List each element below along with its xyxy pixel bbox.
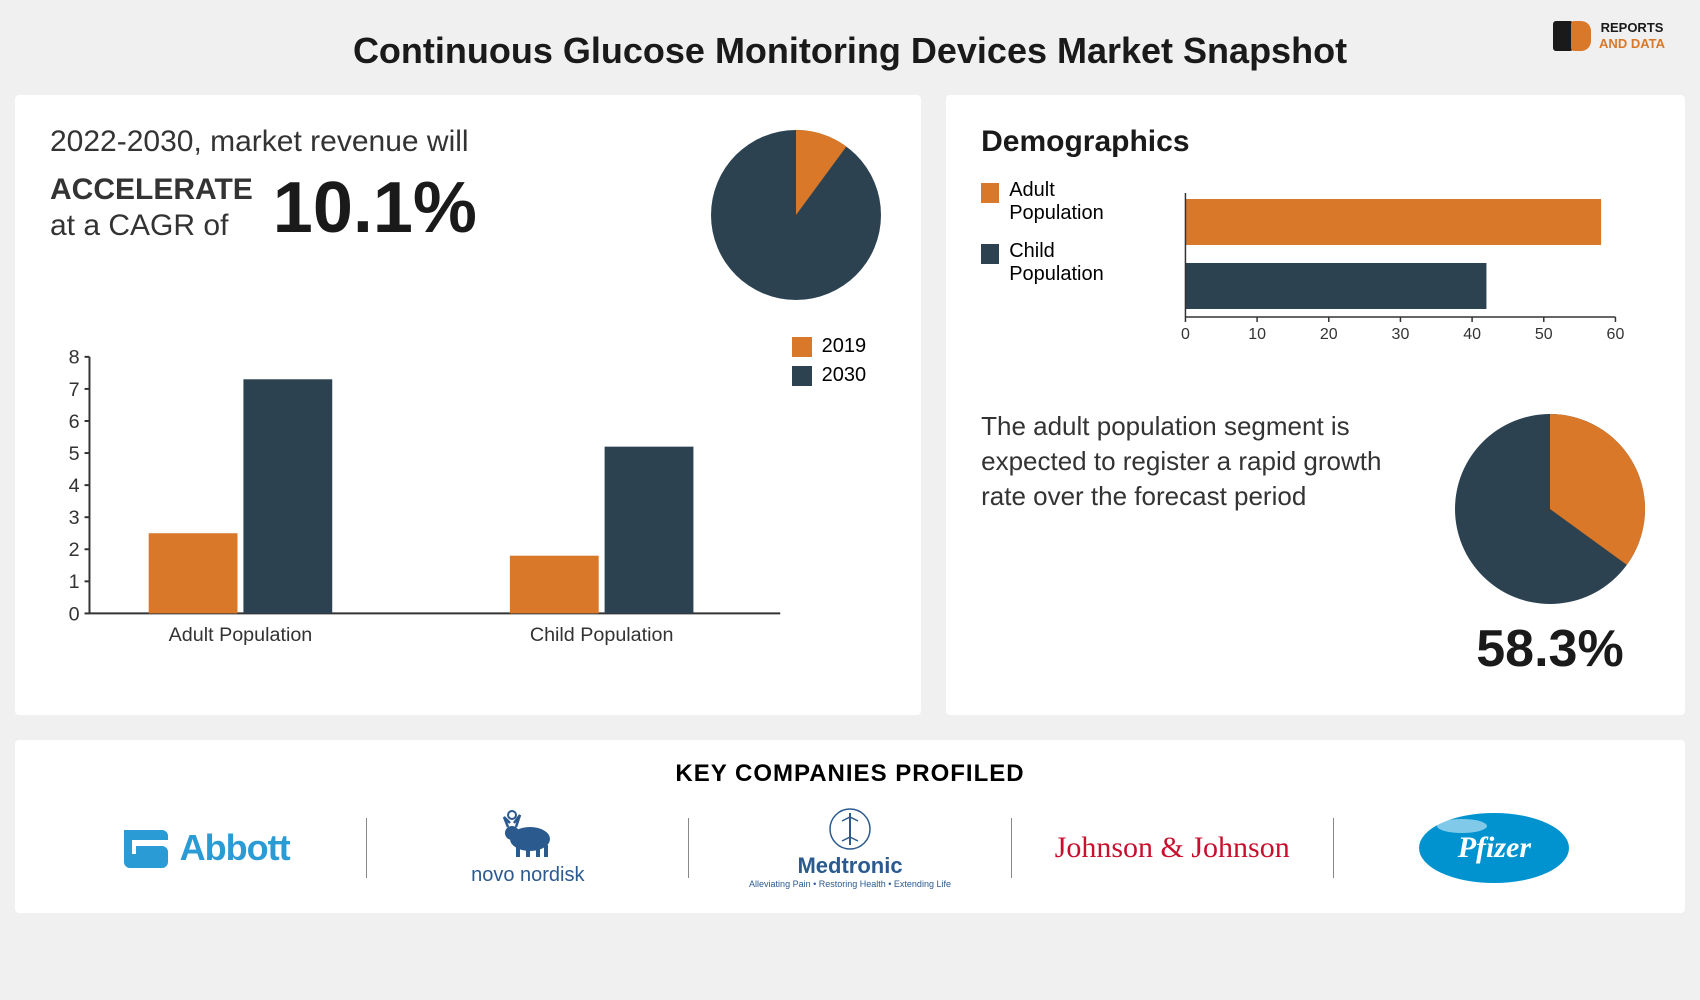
legend-swatch	[792, 337, 812, 357]
logo-text: REPORTS AND DATA	[1599, 20, 1665, 51]
svg-text:Child Population: Child Population	[530, 624, 674, 646]
svg-text:Adult Population: Adult Population	[169, 624, 313, 646]
company-novo-label: novo nordisk	[471, 864, 584, 887]
svg-text:0: 0	[69, 603, 80, 625]
page-title: Continuous Glucose Monitoring Devices Ma…	[15, 15, 1685, 72]
population-bar-chart: 2019 2030 0 1 2 3 4 5 6 7 8 Adult Population Child …	[50, 335, 886, 675]
cagr-accel-text: ACCELERATE at a CAGR of	[50, 172, 253, 244]
logo: REPORTS AND DATA	[1553, 20, 1665, 51]
pfizer-oval-icon: Pfizer	[1419, 813, 1569, 883]
demographics-legend: Adult Population Child Population	[981, 179, 1141, 301]
demographics-title: Demographics	[981, 125, 1650, 159]
svg-text:2: 2	[69, 539, 80, 561]
legend-swatch	[981, 183, 999, 203]
svg-text:40: 40	[1463, 326, 1481, 343]
company-abbott: Abbott	[45, 808, 366, 888]
svg-text:3: 3	[69, 507, 80, 529]
legend-item: 2019	[792, 335, 867, 358]
svg-text:50: 50	[1535, 326, 1553, 343]
logo-line2: AND DATA	[1599, 36, 1665, 52]
medtronic-icon	[828, 807, 872, 851]
svg-text:4: 4	[69, 475, 80, 497]
demographics-pie-chart	[1450, 409, 1650, 609]
svg-text:5: 5	[69, 443, 80, 465]
companies-title: KEY COMPANIES PROFILED	[45, 760, 1655, 788]
svg-text:30: 30	[1392, 326, 1410, 343]
logo-line1: REPORTS	[1599, 20, 1665, 36]
legend-label: 2030	[822, 364, 867, 387]
legend-label: 2019	[822, 335, 867, 358]
companies-panel: KEY COMPANIES PROFILED Abbott	[15, 740, 1685, 913]
abbott-icon	[122, 828, 170, 868]
legend-item: Child Population	[981, 240, 1141, 286]
cagr-pie-chart	[706, 125, 886, 305]
svg-text:10: 10	[1248, 326, 1266, 343]
logo-icon	[1553, 21, 1591, 51]
company-medtronic-sub: Alleviating Pain • Restoring Health • Ex…	[749, 879, 951, 889]
bar-chart-legend: 2019 2030	[792, 335, 867, 393]
companies-row: Abbott novo nordisk	[45, 808, 1655, 888]
svg-text:60: 60	[1607, 326, 1625, 343]
cagr-value: 10.1%	[273, 167, 477, 249]
legend-label: Child Population	[1009, 240, 1141, 286]
company-pfizer-label: Pfizer	[1458, 831, 1531, 865]
svg-text:6: 6	[69, 411, 80, 433]
company-abbott-label: Abbott	[180, 827, 290, 869]
header: Continuous Glucose Monitoring Devices Ma…	[15, 15, 1685, 85]
legend-label: Adult Population	[1009, 179, 1141, 225]
demographics-description: The adult population segment is expected…	[981, 409, 1425, 514]
novo-bull-icon	[498, 809, 558, 859]
svg-text:8: 8	[69, 347, 80, 369]
cagr-period-text: 2022-2030, market revenue will	[50, 125, 686, 159]
demographics-pct: 58.3%	[1476, 619, 1623, 679]
company-jnj-label: Johnson & Johnson	[1055, 831, 1290, 865]
svg-text:0: 0	[1181, 326, 1190, 343]
svg-text:20: 20	[1320, 326, 1338, 343]
right-panel: Demographics Adult Population Child Popul…	[946, 95, 1685, 715]
demographics-hbar-chart: 0 10 20 30 40 50 60	[1161, 179, 1650, 369]
legend-swatch	[792, 366, 812, 386]
legend-swatch	[981, 244, 999, 264]
left-panel: 2022-2030, market revenue will ACCELERAT…	[15, 95, 921, 715]
company-medtronic: Medtronic Alleviating Pain • Restoring H…	[689, 808, 1010, 888]
legend-item: 2030	[792, 364, 867, 387]
legend-item: Adult Population	[981, 179, 1141, 225]
company-novo-nordisk: novo nordisk	[367, 808, 688, 888]
company-pfizer: Pfizer	[1334, 808, 1655, 888]
company-medtronic-label: Medtronic	[749, 853, 951, 879]
company-jnj: Johnson & Johnson	[1012, 808, 1333, 888]
bar-chart-svg: 0 1 2 3 4 5 6 7 8 Adult Population Child Populatio…	[50, 335, 800, 655]
svg-text:7: 7	[69, 379, 80, 401]
svg-text:1: 1	[69, 571, 80, 593]
